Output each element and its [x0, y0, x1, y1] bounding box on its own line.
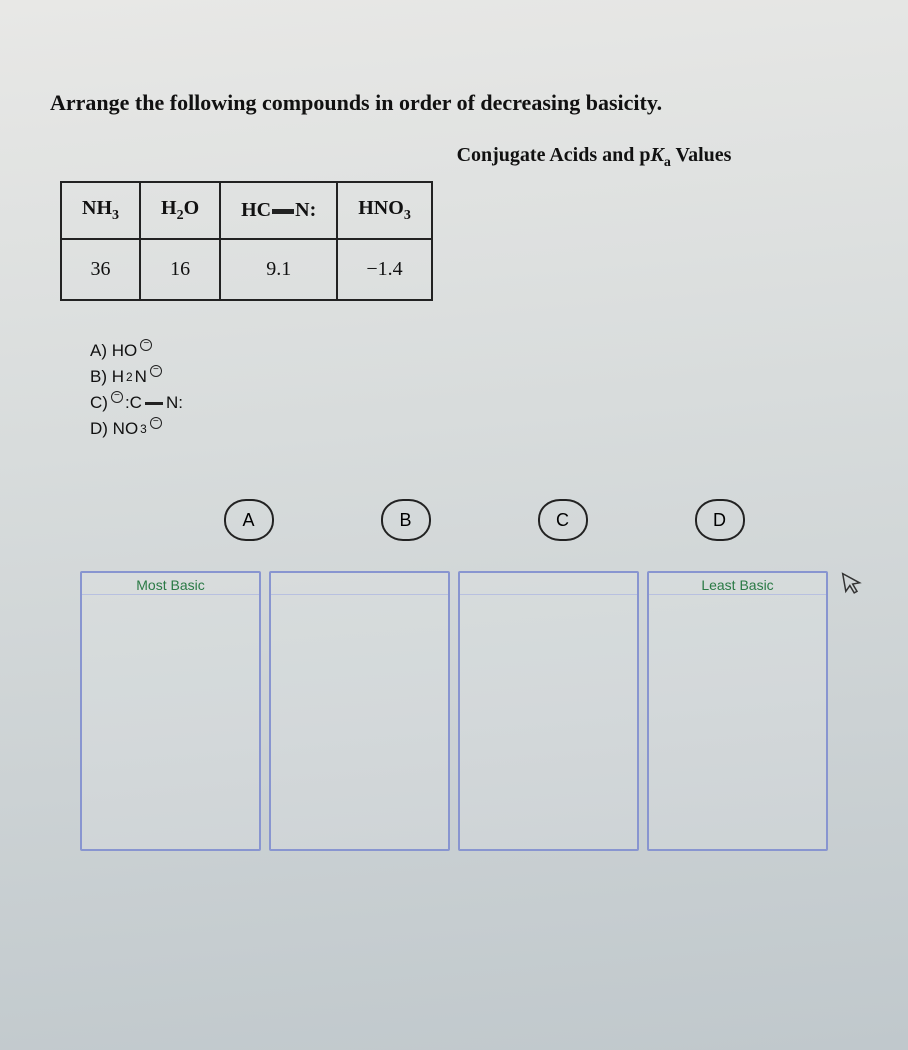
- table-caption: Conjugate Acids and pKa Values: [330, 144, 858, 171]
- drop-box-3[interactable]: .: [458, 571, 639, 851]
- h3-pre: HNO: [358, 197, 404, 219]
- opt-b-sub: 2: [126, 370, 133, 384]
- empty-header: .: [271, 573, 448, 595]
- draggable-tokens-row: A B C D: [50, 499, 858, 541]
- minus-icon: [111, 391, 123, 403]
- opt-b-pre: B) H: [90, 367, 124, 387]
- option-b: B) H2N: [90, 367, 858, 387]
- opt-a-label: A) HO: [90, 341, 137, 361]
- val-1: 16: [140, 239, 220, 300]
- h2-lone: :: [310, 199, 317, 221]
- question-page: Arrange the following compounds in order…: [0, 0, 908, 881]
- h0-sub: 3: [112, 208, 119, 223]
- header-hno3: HNO3: [337, 182, 432, 239]
- minus-icon: [140, 339, 152, 351]
- caption-suffix: Values: [671, 144, 732, 166]
- triple-bond-icon: [272, 209, 294, 213]
- h1-sub: 2: [177, 208, 184, 223]
- question-text: Arrange the following compounds in order…: [50, 90, 858, 116]
- token-d[interactable]: D: [695, 499, 745, 541]
- val-3: −1.4: [337, 239, 432, 300]
- caption-sub: a: [664, 155, 671, 170]
- opt-b-post: N: [135, 367, 147, 387]
- option-a: A) HO: [90, 341, 858, 361]
- h1-pre: H: [161, 197, 177, 219]
- cursor-svg: [840, 569, 864, 598]
- pka-table: NH3 H2O HCN: HNO3 36 16 9.1 −1.4: [60, 181, 433, 301]
- val-0: 36: [61, 239, 140, 300]
- h2-post: N: [295, 199, 309, 221]
- opt-d-sub: 3: [140, 422, 147, 436]
- header-h2o: H2O: [140, 182, 220, 239]
- minus-icon: [150, 417, 162, 429]
- drop-box-4[interactable]: Least Basic: [647, 571, 828, 851]
- table-value-row: 36 16 9.1 −1.4: [61, 239, 432, 300]
- drop-box-2[interactable]: .: [269, 571, 450, 851]
- header-nh3: NH3: [61, 182, 140, 239]
- opt-c-label: C): [90, 393, 108, 413]
- val-2: 9.1: [220, 239, 337, 300]
- caption-prefix: Conjugate Acids and p: [457, 144, 651, 166]
- opt-d-pre: D) NO: [90, 419, 138, 439]
- token-c[interactable]: C: [538, 499, 588, 541]
- token-b[interactable]: B: [381, 499, 431, 541]
- most-basic-label: Most Basic: [82, 573, 259, 595]
- least-basic-label: Least Basic: [649, 573, 826, 595]
- minus-icon: [150, 365, 162, 377]
- header-hcn: HC N:: [220, 182, 337, 239]
- option-c: C) :C N:: [90, 393, 858, 413]
- triple-bond-icon: [145, 402, 163, 405]
- answer-options: A) HO B) H2N C) :C N: D) NO3: [90, 341, 858, 439]
- empty-header: .: [460, 573, 637, 595]
- opt-c-post1: :C: [125, 393, 142, 413]
- option-d: D) NO3: [90, 419, 858, 439]
- caption-K: K: [651, 144, 664, 166]
- table-header-row: NH3 H2O HCN: HNO3: [61, 182, 432, 239]
- token-a[interactable]: A: [224, 499, 274, 541]
- h1-post: O: [184, 197, 200, 219]
- h0-pre: NH: [82, 197, 112, 219]
- h2-pre: HC: [241, 199, 271, 221]
- h3-sub: 3: [404, 208, 411, 223]
- drop-box-1[interactable]: Most Basic: [80, 571, 261, 851]
- opt-c-post2: N:: [166, 393, 183, 413]
- drop-targets-row: Most Basic . . Least Basic: [50, 571, 858, 851]
